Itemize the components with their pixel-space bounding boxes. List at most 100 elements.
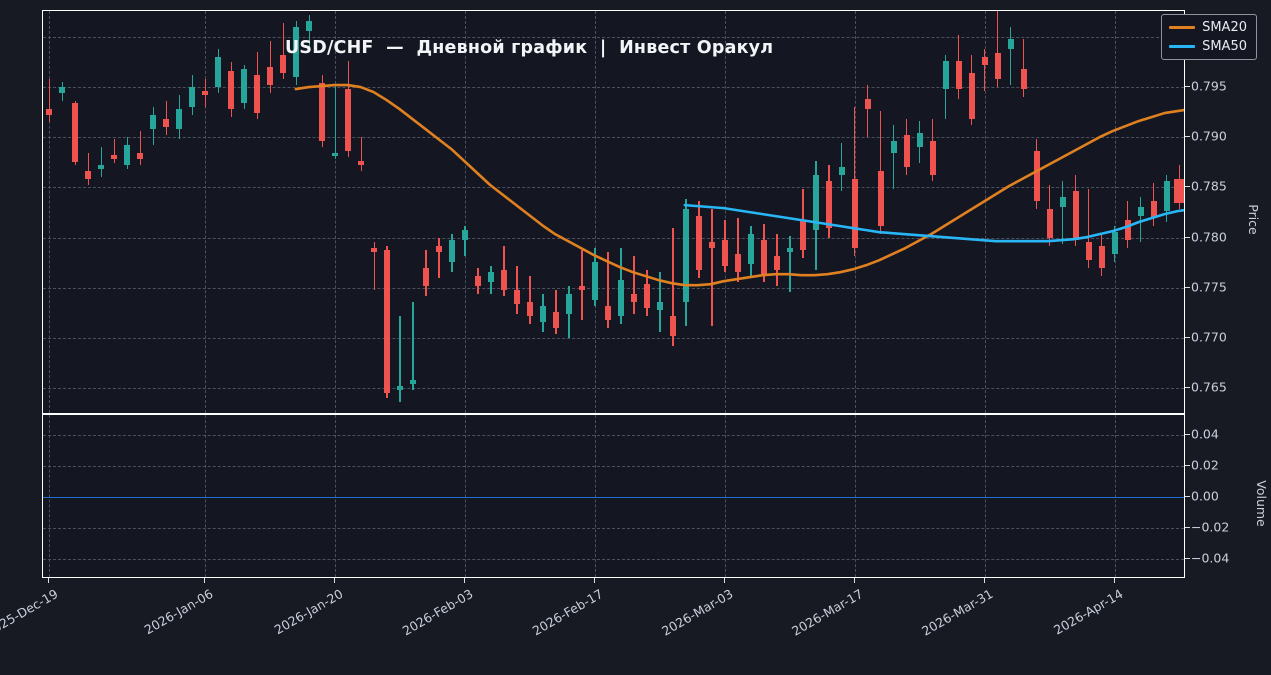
candle-body [1020,69,1027,90]
candle-body [605,305,611,320]
candle-body [812,175,819,230]
candle-body [955,61,962,90]
volume-vertical-gridline [724,415,726,577]
price-tick-label: 0.785 [1191,178,1227,194]
volume-vertical-gridline [49,415,51,577]
sma-line-sma50 [685,189,1184,241]
candle-body [488,271,495,282]
price-panel [42,10,1185,414]
price-vertical-gridline [49,11,51,413]
date-tick-label: 2026-Feb-03 [399,586,476,639]
price-vertical-gridline [1114,11,1116,413]
price-axis-label: Price [1245,204,1261,235]
date-tick-label: 2026-Jan-20 [271,586,346,638]
candle-wick [893,125,895,190]
volume-panel [42,414,1185,578]
date-tick-mark [48,578,50,583]
candle-body [592,261,599,300]
legend[interactable]: SMA20 SMA50 [1161,14,1257,60]
price-vertical-gridline [724,11,726,413]
chart-title: USD/CHF — Дневной график | Инвест Оракул [285,38,774,58]
volume-tick-label: 0.02 [1191,457,1219,473]
candle-body-current [1174,179,1184,204]
candle-wick [737,217,739,282]
candle-body [540,305,547,322]
candle-body [747,233,754,264]
candle-body [345,89,352,152]
candle-body [280,55,287,74]
volume-gridline [43,559,1184,561]
volume-vertical-gridline [854,415,856,577]
candle-body [163,119,170,128]
candle-body [371,247,378,252]
candle-body [929,141,936,176]
candle-body [890,141,897,154]
candle-body [241,69,248,104]
candle-body [734,253,741,272]
price-vertical-gridline [205,11,207,413]
price-gridline [43,337,1184,339]
candle-body [267,67,274,86]
candle-body [579,285,586,290]
price-tick-mark [1185,136,1190,138]
legend-item-sma20[interactable]: SMA20 [1169,20,1247,35]
candle-body [1033,151,1040,202]
sma-line-sma20 [296,85,1184,285]
price-vertical-gridline [595,11,597,413]
legend-item-sma50[interactable]: SMA50 [1169,39,1247,54]
volume-gridline [43,528,1184,530]
volume-tick-mark [1185,527,1190,529]
candle-body [1163,181,1170,212]
candle-body [903,135,910,168]
candle-body [553,311,560,328]
volume-tick-mark [1185,433,1190,435]
candle-body [410,379,417,384]
candle-wick [399,315,401,402]
candle-wick [841,143,843,192]
candle-wick [87,153,90,186]
candle-body [773,255,780,270]
candle-wick [789,235,791,292]
candle-body [1072,191,1079,240]
candle-body [436,245,443,252]
price-tick-label: 0.770 [1191,329,1227,345]
candle-body [111,155,118,160]
volume-vertical-gridline [465,415,467,577]
legend-label-sma50: SMA50 [1202,39,1247,54]
candle-body [306,21,313,32]
date-tick-label: 2026-Apr-14 [1050,586,1126,638]
candle-body [384,249,391,393]
candle-body [358,161,365,166]
candle-body [617,279,624,316]
date-tick-label: 2026-Mar-31 [918,586,996,639]
candle-wick [139,131,142,166]
candle-body [566,293,573,314]
candle-wick [516,265,518,314]
candle-wick [412,301,414,390]
candle-wick [1022,39,1025,98]
candle-body [1150,201,1157,218]
candle-body [656,301,663,310]
candle-body [877,171,884,226]
price-gridline [43,387,1184,389]
candle-wick [48,79,51,123]
candle-body [721,239,728,266]
volume-gridlines [43,415,1184,577]
candle-wick [1087,189,1090,268]
date-tick-mark [334,578,336,583]
candle-body [46,109,53,116]
candle-wick [867,85,869,138]
date-tick-mark [204,578,206,583]
volume-gridline [43,434,1184,436]
candle-wick [1139,197,1142,242]
date-tick-label: 2025-Dec-19 [0,586,61,640]
volume-tick-label: 0.00 [1191,488,1219,504]
candle-body [475,275,482,286]
volume-vertical-gridline [1114,415,1116,577]
candle-body [825,181,832,228]
price-vertical-gridline [984,11,986,413]
legend-swatch-sma20 [1169,26,1196,29]
candle-wick [282,23,284,80]
price-vertical-gridline [335,11,337,413]
price-vertical-gridline [465,11,467,413]
